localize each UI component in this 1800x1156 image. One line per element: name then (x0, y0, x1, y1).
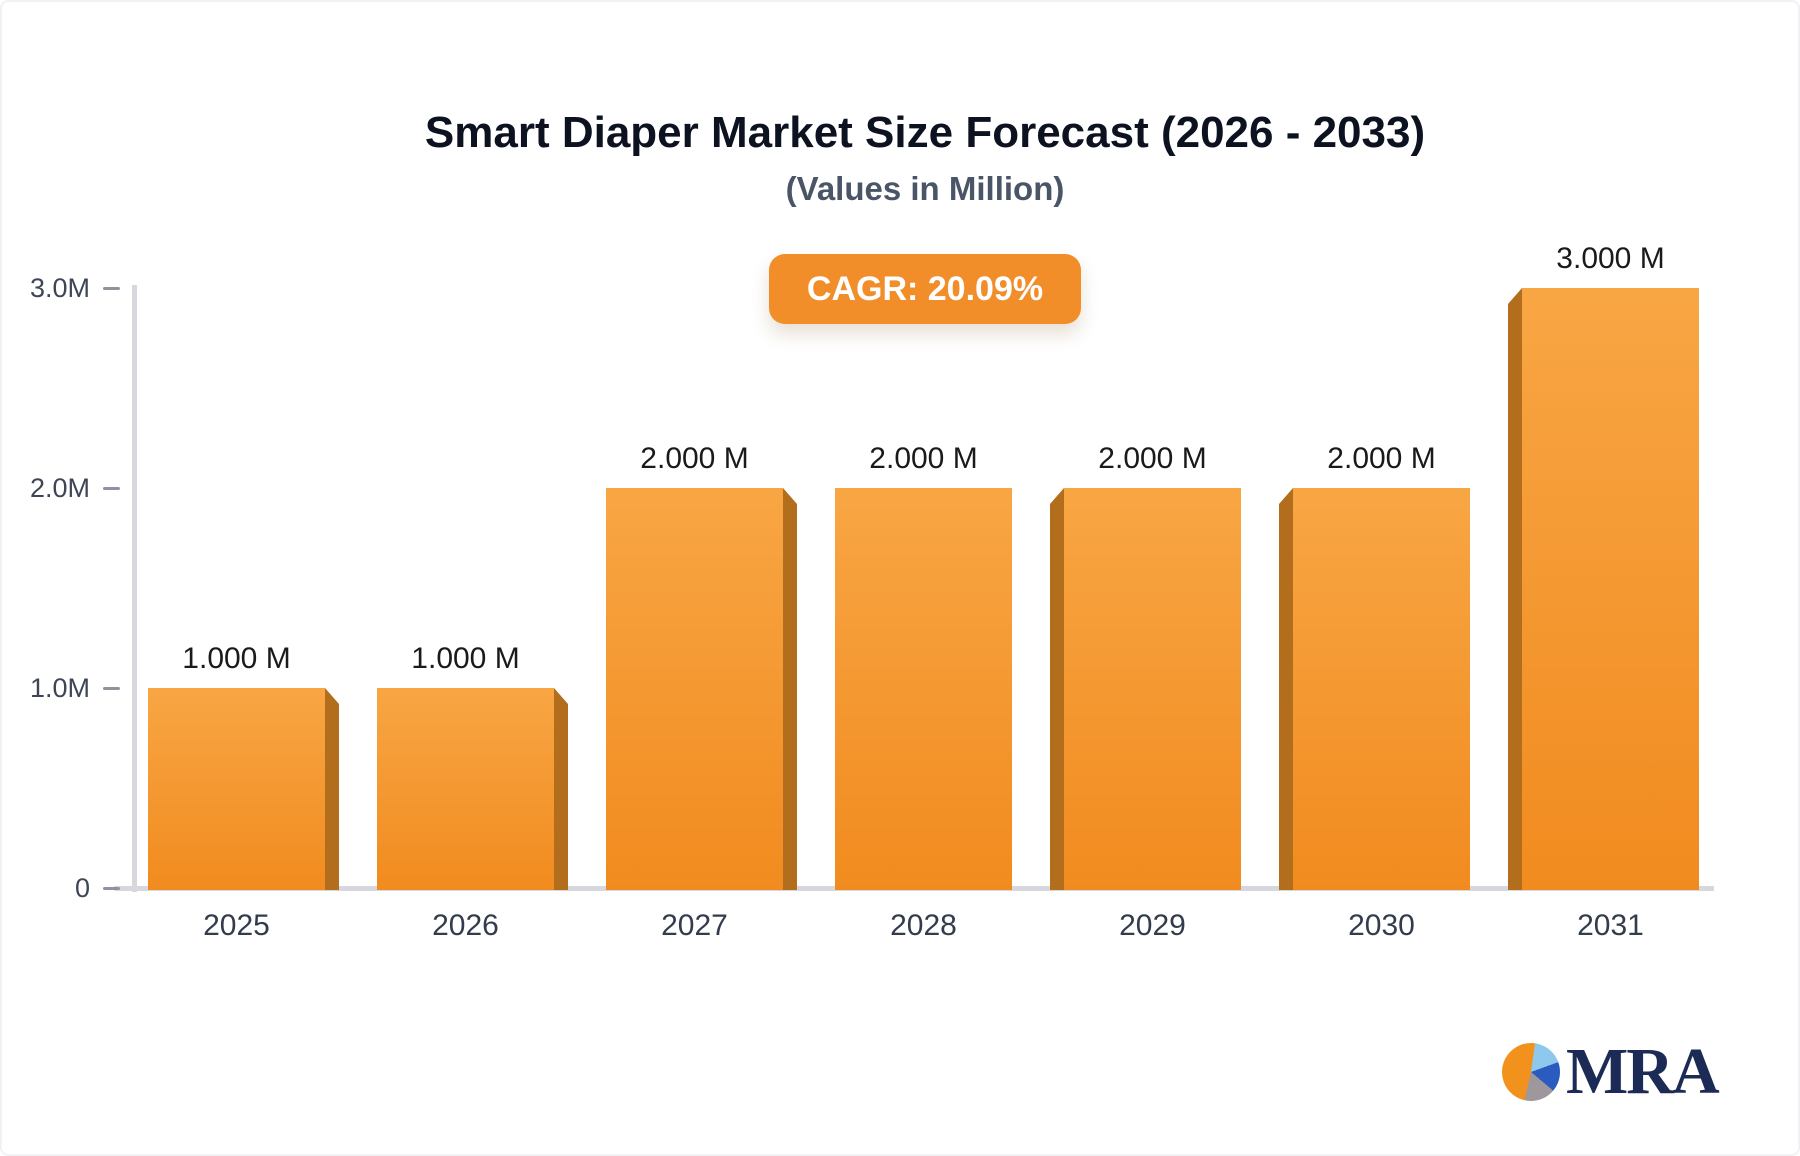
y-tick-mark (103, 887, 120, 890)
bar-value-label-2026: 1.000 M (411, 642, 520, 675)
y-tick-mark (103, 287, 120, 290)
cagr-badge: CAGR: 20.09% (768, 254, 1082, 324)
bar-2026 (377, 688, 554, 890)
y-tick-label-2.0M: 2.0M (29, 473, 90, 503)
bar-2025 (148, 688, 325, 890)
brand-logo: MRA (1502, 1034, 1720, 1110)
x-axis-label-2025: 2025 (203, 909, 270, 942)
bar-2029 (1064, 488, 1241, 890)
brand-name: MRA (1566, 1035, 1720, 1108)
y-tick-mark (103, 487, 120, 490)
bar-2031 (1522, 288, 1699, 890)
bar-side-shade (1508, 288, 1522, 890)
bar-value-label-2028: 2.000 M (869, 442, 978, 475)
chart-title: Smart Diaper Market Size Forecast (2026 … (424, 108, 1426, 157)
x-axis-label-2028: 2028 (890, 909, 957, 942)
bar-value-label-2027: 2.000 M (640, 442, 749, 475)
cagr-badge-row: CAGR: 20.09% (125, 254, 1725, 324)
bar-side-shade (1279, 488, 1293, 890)
bar-2030 (1293, 488, 1470, 890)
pie-chart-logo-icon (1502, 1043, 1560, 1101)
x-axis-label-2027: 2027 (661, 909, 728, 942)
y-tick-label-0: 0 (74, 873, 90, 903)
bar-value-label-2031: 3.000 M (1556, 242, 1665, 275)
bar-value-label-2029: 2.000 M (1098, 442, 1207, 475)
bar-side-shade (554, 688, 568, 890)
bar-side-shade (783, 488, 797, 890)
bar-side-shade (1050, 488, 1064, 890)
bar-side-shade (325, 688, 339, 890)
x-axis-label-2026: 2026 (432, 909, 499, 942)
chart-subtitle: (Values in Million) (785, 170, 1065, 207)
y-tick-mark (103, 687, 120, 690)
x-axis-label-2029: 2029 (1119, 909, 1186, 942)
y-tick-label-1.0M: 1.0M (29, 673, 90, 703)
bar-value-label-2030: 2.000 M (1327, 442, 1436, 475)
y-tick-label-3.0M: 3.0M (29, 273, 90, 303)
bar-2028 (835, 488, 1012, 890)
y-axis-line (132, 285, 137, 892)
x-axis-label-2030: 2030 (1348, 909, 1415, 942)
bar-value-label-2025: 1.000 M (182, 642, 291, 675)
bar-2027 (606, 488, 783, 890)
x-axis-label-2031: 2031 (1577, 909, 1644, 942)
